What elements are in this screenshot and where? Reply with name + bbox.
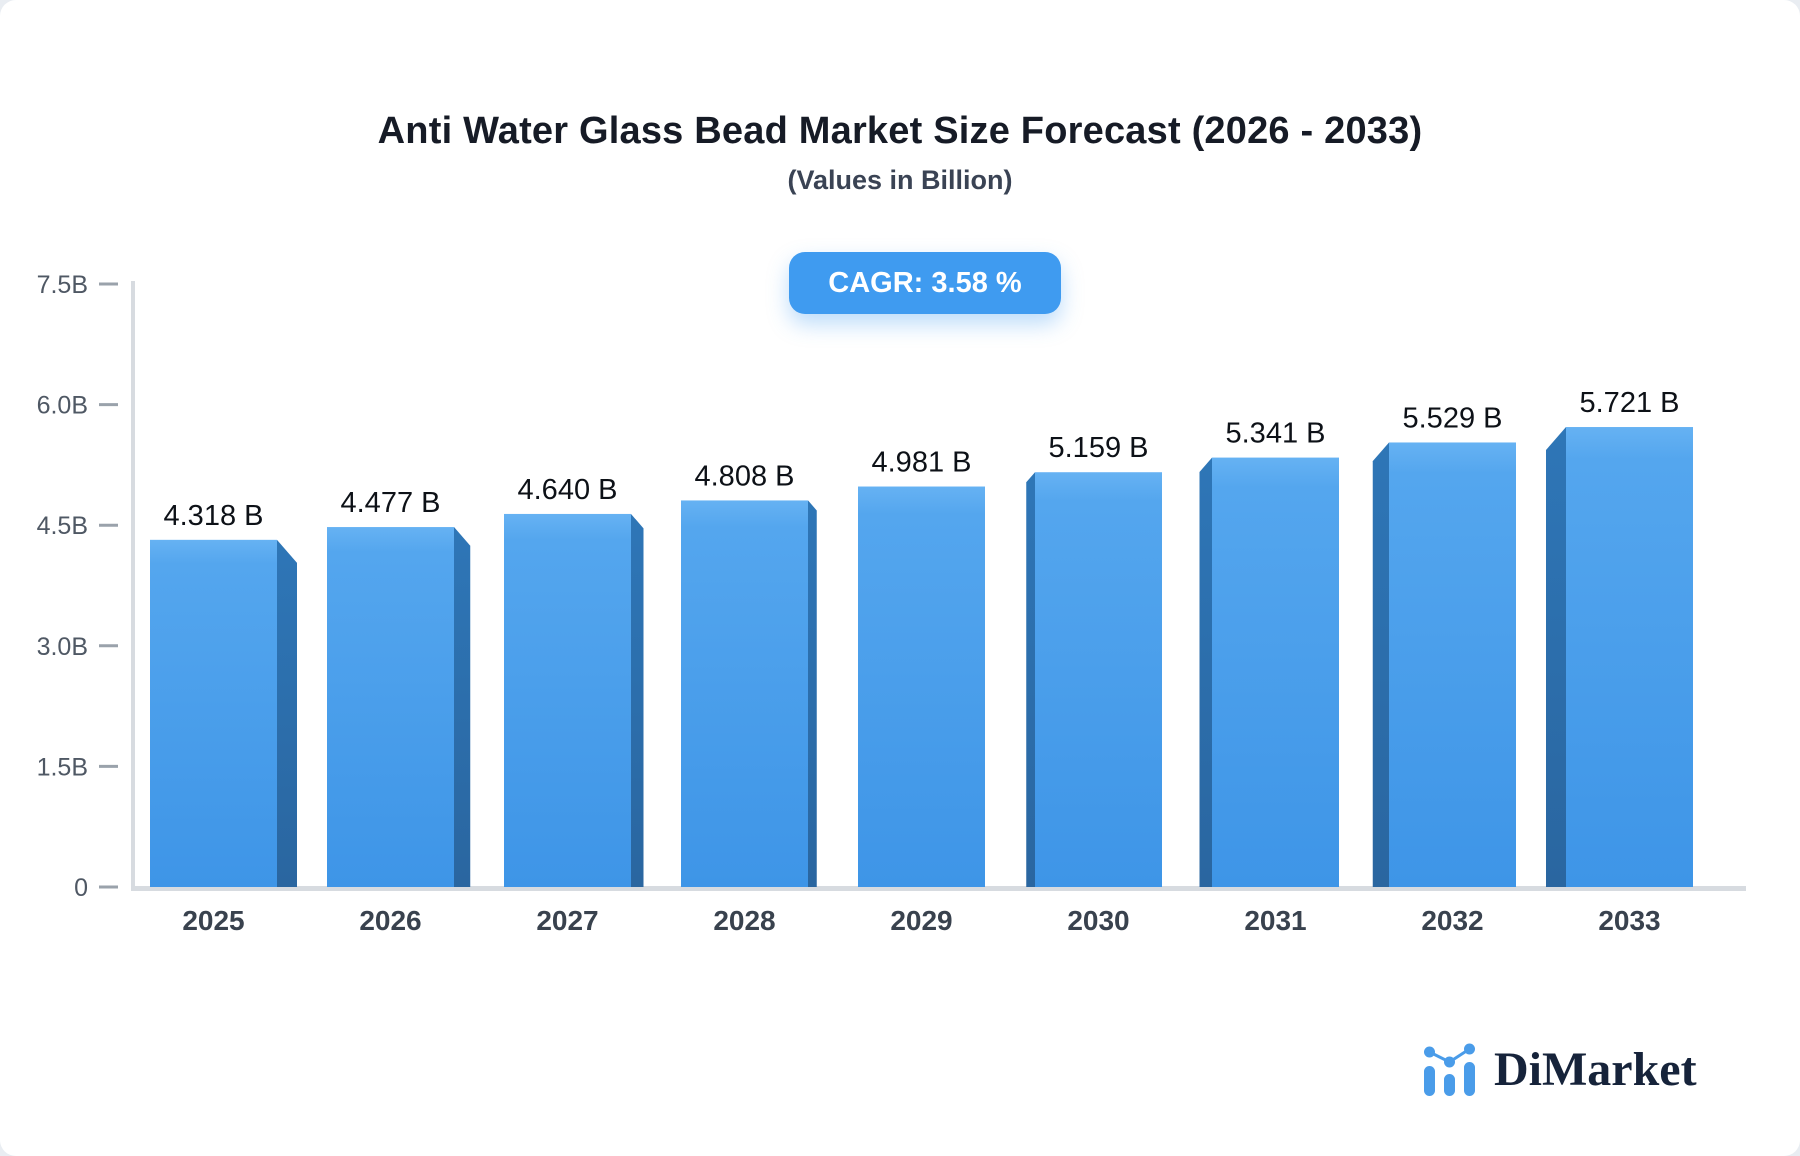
bar-front-face xyxy=(1566,427,1693,887)
bar-2025[interactable] xyxy=(150,539,297,887)
bar-value-label: 4.640 B xyxy=(518,474,618,506)
bar-front-face xyxy=(1389,442,1516,887)
bar-side-face xyxy=(277,539,297,887)
bar-side-face xyxy=(454,527,471,887)
chart-title: Anti Water Glass Bead Market Size Foreca… xyxy=(377,110,1423,152)
bar-value-label: 4.981 B xyxy=(872,447,972,479)
x-category-label: 2026 xyxy=(359,905,421,936)
bar-front-face xyxy=(1035,472,1162,887)
x-category-label: 2031 xyxy=(1244,905,1306,936)
bar-2029[interactable] xyxy=(858,486,985,887)
x-category-label: 2025 xyxy=(182,905,244,936)
bar-front-face xyxy=(1212,457,1339,887)
brand-name: DiMarket xyxy=(1494,1043,1697,1096)
bar-value-label: 5.341 B xyxy=(1226,418,1326,450)
y-tick-label: 1.5B xyxy=(37,753,88,781)
x-category-label: 2028 xyxy=(713,905,775,936)
bar-side-face xyxy=(1026,472,1035,887)
bar-front-face xyxy=(681,500,808,887)
bar-value-label: 4.477 B xyxy=(341,487,441,519)
y-tick-label: 7.5B xyxy=(37,271,88,299)
y-tick-label: 0 xyxy=(74,874,88,902)
bar-2032[interactable] xyxy=(1372,442,1516,887)
bar-chart-dots-logo-icon xyxy=(1424,1043,1475,1096)
bar-front-face xyxy=(327,527,454,887)
bar-2026[interactable] xyxy=(327,527,471,887)
bar-value-label: 5.159 B xyxy=(1049,432,1149,464)
x-category-label: 2032 xyxy=(1421,905,1483,936)
cagr-badge-label: CAGR: 3.58 % xyxy=(828,266,1022,299)
bar-side-face xyxy=(631,513,644,887)
x-category-label: 2027 xyxy=(536,905,598,936)
bar-value-label: 5.529 B xyxy=(1403,402,1503,434)
chart-subtitle: (Values in Billion) xyxy=(787,165,1013,195)
bar-2033[interactable] xyxy=(1546,427,1693,887)
bar-front-face xyxy=(504,513,631,887)
bar-value-label: 4.318 B xyxy=(164,500,264,532)
brand-logo: DiMarket xyxy=(1418,1040,1697,1100)
bar-side-face xyxy=(1372,442,1389,887)
y-tick-label: 3.0B xyxy=(37,633,88,661)
bar-2028[interactable] xyxy=(681,500,817,887)
cagr-badge: CAGR: 3.58 % xyxy=(789,252,1061,314)
bar-value-label: 5.721 B xyxy=(1580,387,1680,419)
bar-2030[interactable] xyxy=(1026,472,1162,887)
x-category-label: 2030 xyxy=(1067,905,1129,936)
bar-2027[interactable] xyxy=(504,513,644,887)
bar-2031[interactable] xyxy=(1199,457,1340,887)
bar-side-face xyxy=(1199,457,1212,887)
x-category-label: 2033 xyxy=(1598,905,1660,936)
y-tick-label: 6.0B xyxy=(37,392,88,420)
bar-front-face xyxy=(150,539,277,887)
bar-side-face xyxy=(808,500,817,887)
bar-front-face xyxy=(858,486,985,887)
bar-side-face xyxy=(1546,427,1566,887)
y-tick-label: 4.5B xyxy=(37,512,88,540)
bar-value-label: 4.808 B xyxy=(695,460,795,492)
x-category-label: 2029 xyxy=(890,905,952,936)
